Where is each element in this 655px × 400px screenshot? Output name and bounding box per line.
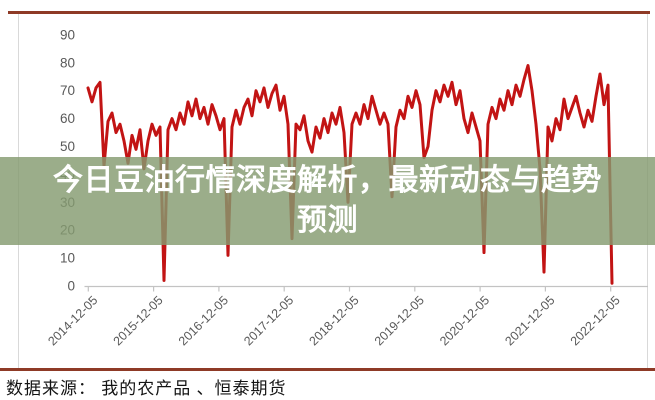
y-axis-label: 60 [60,111,75,126]
x-axis-label: 2016-12-05 [176,293,231,348]
y-axis-label: 90 [60,27,75,42]
bottom-divider-line [0,368,655,371]
headline-text-line1: 今日豆油行情深度解析，最新动态与趋势 [53,164,602,197]
x-axis-label: 2015-12-05 [111,293,166,348]
data-source-text: 数据来源： 我的农产品 、恒泰期货 [6,379,287,398]
x-axis-label: 2022-12-05 [568,293,623,348]
x-axis-label: 2019-12-05 [372,293,427,348]
y-axis-label: 0 [67,279,75,294]
source-bar: 数据来源： 我的农产品 、恒泰期货 [0,371,655,400]
headline-banner: 今日豆油行情深度解析，最新动态与趋势 预测 [0,157,655,245]
headline-text-line2: 预测 [297,204,358,237]
price-line-chart: 2014-12-05 2015-12-05 2016-12-05 2017-12-05… [45,27,648,348]
y-axis-label: 70 [60,83,75,98]
y-axis-label: 50 [60,139,75,154]
y-axis-label: 80 [60,55,75,70]
top-divider-line [8,11,650,14]
x-axis-label: 2021-12-05 [502,293,557,348]
x-axis-label: 2020-12-05 [437,293,492,348]
x-axis-label: 2014-12-05 [45,293,100,348]
y-axis-label: 10 [60,251,75,266]
x-axis-label: 2017-12-05 [241,293,296,348]
x-axis-label: 2018-12-05 [307,293,362,348]
